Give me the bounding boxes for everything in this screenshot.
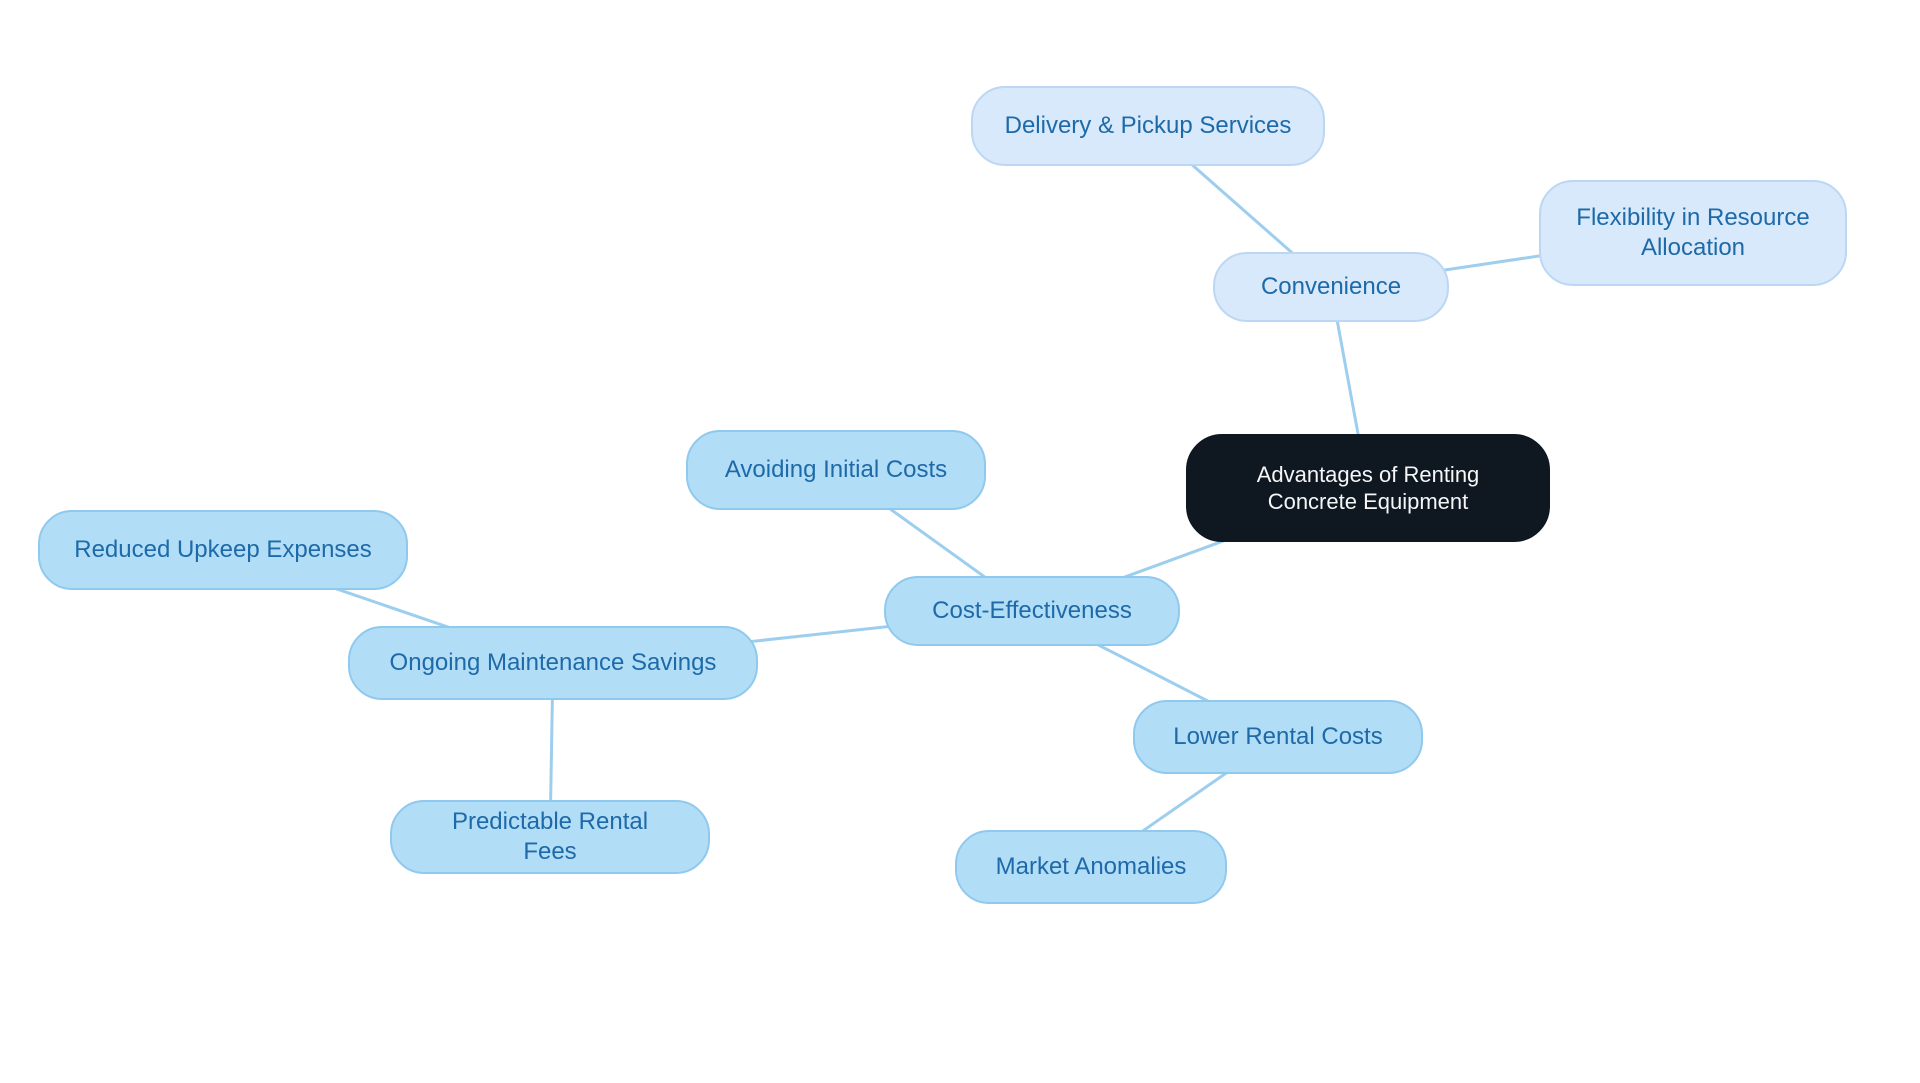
diagram-node-label: Market Anomalies (996, 852, 1187, 882)
diagram-node-label: Flexibility in ResourceAllocation (1576, 203, 1809, 263)
diagram-node-label: Advantages of RentingConcrete Equipment (1257, 461, 1480, 516)
diagram-node-label: Convenience (1261, 272, 1401, 302)
diagram-node[interactable]: Avoiding Initial Costs (686, 430, 986, 510)
diagram-node[interactable]: Cost-Effectiveness (884, 576, 1180, 646)
diagram-node-label: Reduced Upkeep Expenses (74, 535, 372, 565)
diagram-node[interactable]: Market Anomalies (955, 830, 1227, 904)
diagram-node[interactable]: Reduced Upkeep Expenses (38, 510, 408, 590)
diagram-node-label: Lower Rental Costs (1173, 722, 1382, 752)
diagram-node[interactable]: Delivery & Pickup Services (971, 86, 1325, 166)
diagram-node[interactable]: Predictable Rental Fees (390, 800, 710, 874)
diagram-node[interactable]: Flexibility in ResourceAllocation (1539, 180, 1847, 286)
diagram-node[interactable]: Lower Rental Costs (1133, 700, 1423, 774)
diagram-node-label: Avoiding Initial Costs (725, 455, 947, 485)
diagram-node[interactable]: Advantages of RentingConcrete Equipment (1186, 434, 1550, 542)
diagram-node[interactable]: Convenience (1213, 252, 1449, 322)
diagram-node-label: Delivery & Pickup Services (1005, 111, 1292, 141)
diagram-node[interactable]: Ongoing Maintenance Savings (348, 626, 758, 700)
diagram-node-label: Ongoing Maintenance Savings (390, 648, 717, 678)
diagram-node-label: Predictable Rental Fees (422, 807, 678, 867)
diagram-node-label: Cost-Effectiveness (932, 596, 1132, 626)
